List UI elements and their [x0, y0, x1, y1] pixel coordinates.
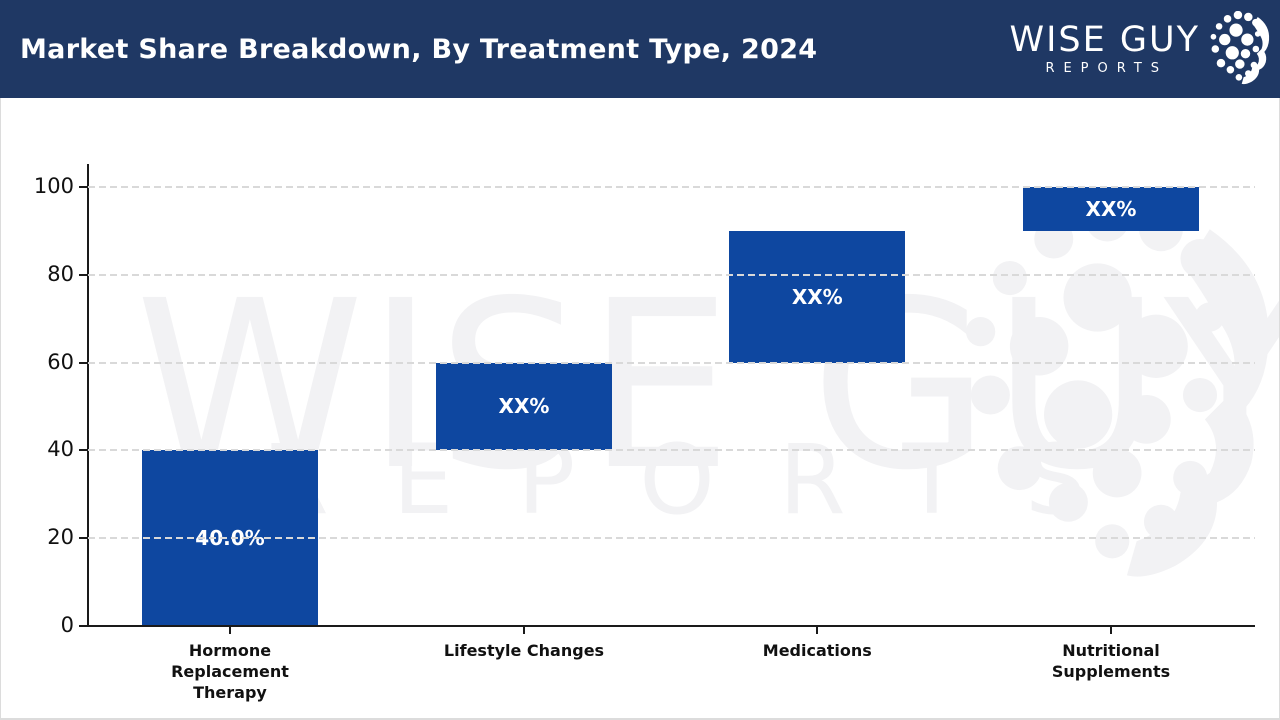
bar-medications: XX%	[729, 230, 906, 363]
x-category-label-hormone-replacement-therapy: Hormone Replacement Therapy	[171, 641, 289, 702]
x-category-label-medications: Medications	[762, 641, 872, 660]
logo-head-icon	[1210, 11, 1270, 85]
x-category-label-lifestyle-changes: Lifestyle Changes	[443, 641, 605, 660]
bar-value-label-nutritional-supplements: XX%	[1085, 196, 1137, 221]
y-tick-mark-0	[79, 625, 88, 627]
y-tick-mark-100	[79, 186, 88, 188]
y-tick-label-20: 20	[47, 525, 74, 550]
y-tick-label-40: 40	[47, 437, 74, 462]
x-category-label-nutritional-supplements: Nutritional Supplements	[1051, 641, 1171, 681]
bar-lifestyle-changes: XX%	[436, 362, 612, 451]
y-tick-label-0: 0	[60, 613, 74, 637]
watermark-reports-text: REPORTS	[262, 424, 1151, 536]
watermark-head-icon	[966, 200, 1269, 577]
x-tick-mark-nutritional-supplements	[1110, 627, 1112, 634]
header-bar: Market Share Breakdown, By Treatment Typ…	[0, 0, 1280, 98]
image-bottom-edge	[0, 718, 1280, 720]
x-tick-mark-medications	[816, 627, 819, 634]
gridline-20	[88, 537, 1255, 540]
y-tick-label-60: 60	[47, 349, 74, 374]
chart-title: Market Share Breakdown, By Treatment Typ…	[20, 33, 818, 65]
image-left-edge	[0, 98, 1, 720]
x-tick-mark-lifestyle-changes	[523, 627, 525, 634]
y-tick-mark-40	[79, 449, 88, 452]
bar-value-label-lifestyle-changes: XX%	[498, 394, 550, 419]
x-tick-mark-hormone-replacement-therapy	[229, 627, 231, 634]
gridline-80	[88, 273, 1255, 276]
y-tick-mark-20	[79, 537, 88, 540]
logo-wordmark: WISE GUY	[1009, 20, 1200, 60]
x-axis-line	[87, 625, 1255, 627]
y-tick-mark-80	[79, 273, 88, 276]
bar-value-label-medications: XX%	[791, 284, 843, 309]
logo-text: WISE GUY REPORTS	[1009, 22, 1200, 76]
y-tick-label-100: 100	[33, 174, 74, 198]
logo-reports-text: REPORTS	[1045, 61, 1169, 76]
gridline-60	[88, 361, 1255, 364]
y-tick-label-80: 80	[47, 261, 74, 286]
wise-guy-reports-logo: WISE GUY REPORTS	[1009, 0, 1270, 98]
gridline-40	[88, 449, 1255, 452]
bar-nutritional-supplements: XX%	[1023, 187, 1199, 231]
y-axis-spine	[87, 164, 89, 627]
gridline-100	[88, 186, 1255, 188]
y-tick-mark-60	[79, 361, 88, 364]
